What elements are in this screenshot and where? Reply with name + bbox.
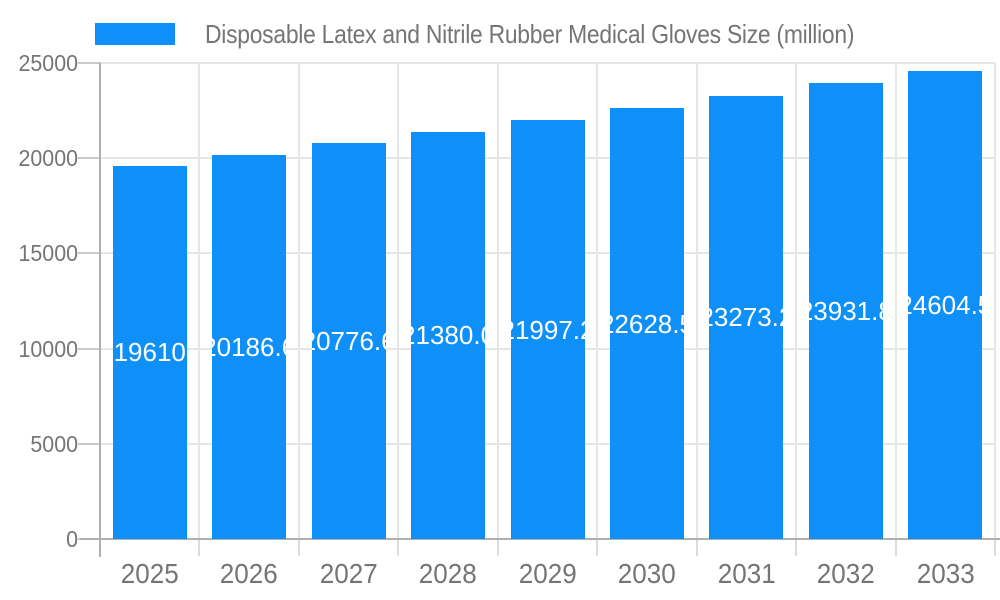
x-axis-tick bbox=[795, 540, 798, 556]
bar[interactable]: 20186.6 bbox=[212, 154, 287, 539]
x-axis-tick bbox=[596, 540, 599, 556]
y-axis-label: 15000 bbox=[18, 240, 78, 267]
bar[interactable]: 21380.0 bbox=[411, 131, 486, 539]
x-axis-tick bbox=[994, 540, 996, 556]
x-axis-tick bbox=[297, 540, 300, 556]
x-gridline bbox=[397, 63, 400, 539]
bar-value-label: 23273.2 bbox=[709, 302, 783, 333]
y-axis-label: 0 bbox=[66, 526, 78, 552]
x-gridline bbox=[596, 63, 599, 539]
y-axis-label: 20000 bbox=[18, 145, 78, 172]
bar-value-label: 21380.0 bbox=[411, 320, 485, 351]
bar[interactable]: 23273.2 bbox=[709, 95, 784, 539]
bar-value-label: 20776.6 bbox=[312, 326, 386, 357]
x-axis-label: 2033 bbox=[916, 558, 975, 589]
x-axis-tick bbox=[198, 540, 201, 556]
y-axis-tick bbox=[78, 62, 100, 64]
bar-value-label: 19610 bbox=[113, 337, 186, 368]
bar[interactable]: 21997.2 bbox=[510, 120, 585, 539]
y-axis-label: 10000 bbox=[18, 335, 78, 362]
x-axis-line bbox=[80, 538, 1000, 540]
x-gridline bbox=[297, 63, 300, 539]
x-gridline bbox=[994, 63, 996, 539]
y-gridline bbox=[100, 62, 995, 64]
x-axis-label: 2028 bbox=[419, 558, 478, 589]
y-axis-tick bbox=[78, 157, 100, 160]
x-axis-label: 2031 bbox=[717, 558, 776, 589]
x-axis-label: 2026 bbox=[220, 558, 279, 589]
y-axis-line bbox=[99, 63, 101, 557]
chart-legend: Disposable Latex and Nitrile Rubber Medi… bbox=[0, 0, 1000, 60]
x-axis-label: 2030 bbox=[617, 558, 676, 589]
bar[interactable]: 20776.6 bbox=[311, 143, 386, 539]
y-axis-label: 5000 bbox=[30, 430, 78, 457]
x-axis-tick bbox=[695, 540, 698, 556]
legend-swatch[interactable] bbox=[95, 23, 175, 45]
x-axis-tick bbox=[496, 540, 499, 556]
x-axis-label: 2032 bbox=[816, 558, 875, 589]
legend-series-label: Disposable Latex and Nitrile Rubber Medi… bbox=[205, 19, 855, 49]
x-axis-label: 2025 bbox=[120, 558, 179, 589]
x-gridline bbox=[198, 63, 201, 539]
x-axis-label: 2027 bbox=[319, 558, 378, 589]
bar[interactable]: 22628.5 bbox=[609, 108, 684, 539]
bar[interactable]: 23931.8 bbox=[808, 83, 883, 539]
y-axis-tick bbox=[78, 252, 100, 255]
bar-value-label: 24604.5 bbox=[908, 289, 982, 320]
x-gridline bbox=[795, 63, 798, 539]
x-axis-label: 2029 bbox=[518, 558, 577, 589]
y-axis-tick bbox=[78, 347, 100, 350]
x-axis-tick bbox=[397, 540, 400, 556]
y-axis-tick bbox=[78, 442, 100, 445]
x-gridline bbox=[695, 63, 698, 539]
bar[interactable]: 24604.5 bbox=[908, 70, 983, 539]
x-gridline bbox=[496, 63, 499, 539]
bar-value-label: 23931.8 bbox=[809, 296, 883, 327]
bar-value-label: 20186.6 bbox=[212, 331, 286, 362]
x-gridline bbox=[894, 63, 897, 539]
bar-value-label: 21997.2 bbox=[511, 314, 585, 345]
x-axis-tick bbox=[894, 540, 897, 556]
bar[interactable]: 19610 bbox=[112, 165, 187, 539]
bar-value-label: 22628.5 bbox=[610, 308, 684, 339]
y-axis-label: 25000 bbox=[18, 50, 78, 76]
